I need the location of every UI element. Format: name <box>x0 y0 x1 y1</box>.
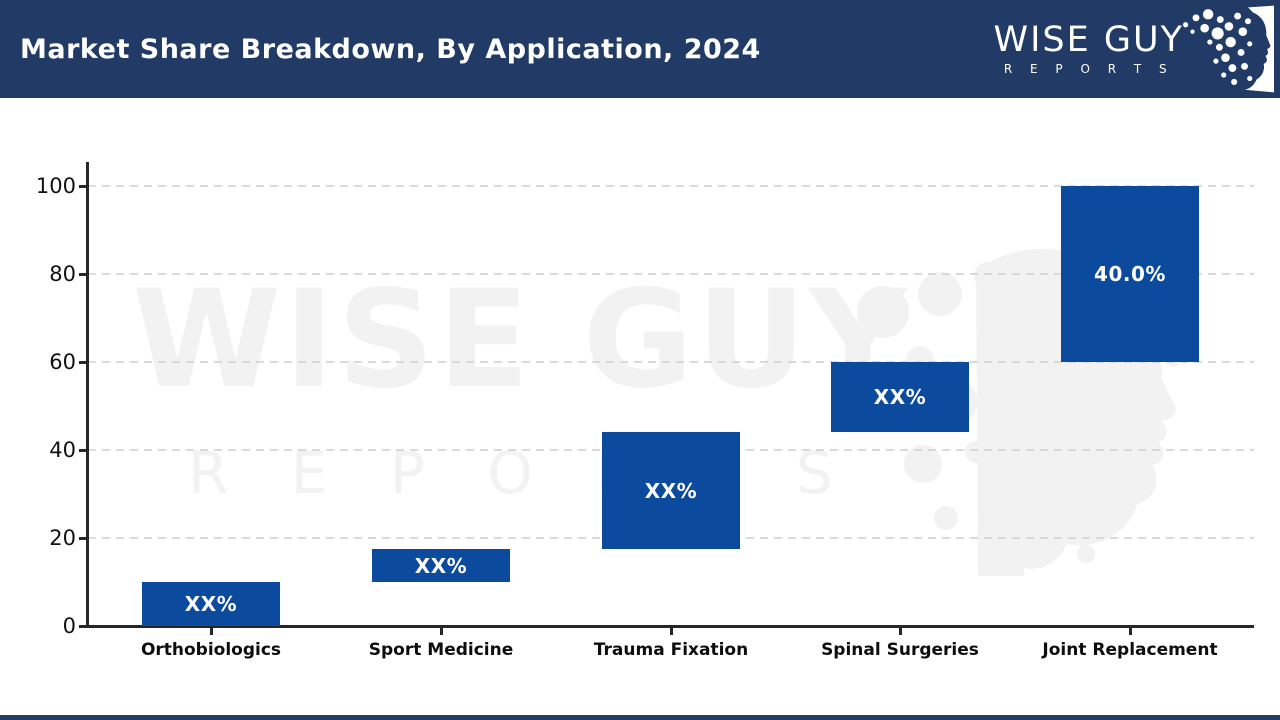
bar-joint-replacement: 40.0% <box>1061 186 1199 362</box>
bar-spinal-surgeries: XX% <box>831 362 969 433</box>
xtick-mark-orthobiologics <box>210 627 213 635</box>
gridline-100 <box>88 185 1254 187</box>
xtick-mark-trauma-fixation <box>670 627 673 635</box>
bar-value-label-spinal-surgeries: XX% <box>873 385 927 410</box>
xlabel-sport-medicine: Sport Medicine <box>368 640 514 660</box>
ytick-label-100: 100 <box>35 173 76 198</box>
xtick-mark-spinal-surgeries <box>899 627 902 635</box>
ytick-label-0: 0 <box>62 613 76 638</box>
ytick-mark-60 <box>79 361 88 364</box>
logo-wordmark: WISE GUY <box>993 19 1184 60</box>
header-bar: Market Share Breakdown, By Application, … <box>0 0 1280 98</box>
ytick-mark-0 <box>79 625 88 628</box>
chart-title: Market Share Breakdown, By Application, … <box>20 33 761 65</box>
ytick-label-40: 40 <box>49 437 76 462</box>
gridline-60 <box>88 361 1254 363</box>
xlabel-spinal-surgeries: Spinal Surgeries <box>821 640 979 660</box>
bar-value-label-orthobiologics: XX% <box>184 592 238 616</box>
wise-guy-reports-logo: WISE GUY R E P O R T S <box>993 3 1274 95</box>
x-axis-spine <box>86 625 1254 628</box>
bar-orthobiologics: XX% <box>142 582 280 626</box>
ytick-label-20: 20 <box>49 525 76 550</box>
logo-subtitle: R E P O R T S <box>1003 61 1174 76</box>
ytick-mark-20 <box>79 537 88 540</box>
ytick-mark-80 <box>79 273 88 276</box>
ytick-label-80: 80 <box>49 261 76 286</box>
logo-face-icon <box>1183 5 1274 93</box>
y-axis-spine <box>86 162 89 627</box>
footer-bar <box>0 715 1280 720</box>
bar-value-label-sport-medicine: XX% <box>414 553 468 578</box>
bar-sport-medicine: XX% <box>372 549 510 582</box>
xlabel-trauma-fixation: Trauma Fixation <box>593 640 749 660</box>
xlabel-orthobiologics: Orthobiologics <box>140 640 282 660</box>
xtick-mark-sport-medicine <box>440 627 443 635</box>
bar-value-label-joint-replacement: 40.0% <box>1094 262 1166 286</box>
logo-text: WISE GUY R E P O R T S <box>993 19 1184 76</box>
ytick-mark-40 <box>79 449 88 452</box>
gridline-80 <box>88 273 1254 275</box>
ytick-label-60: 60 <box>49 349 76 374</box>
watermark-wordmark: WISE GUY <box>132 261 910 418</box>
ytick-mark-100 <box>79 185 88 188</box>
bar-trauma-fixation: XX% <box>602 432 740 549</box>
xtick-mark-joint-replacement <box>1129 627 1132 635</box>
bar-value-label-trauma-fixation: XX% <box>644 478 698 503</box>
xlabel-joint-replacement: Joint Replacement <box>1042 640 1218 660</box>
